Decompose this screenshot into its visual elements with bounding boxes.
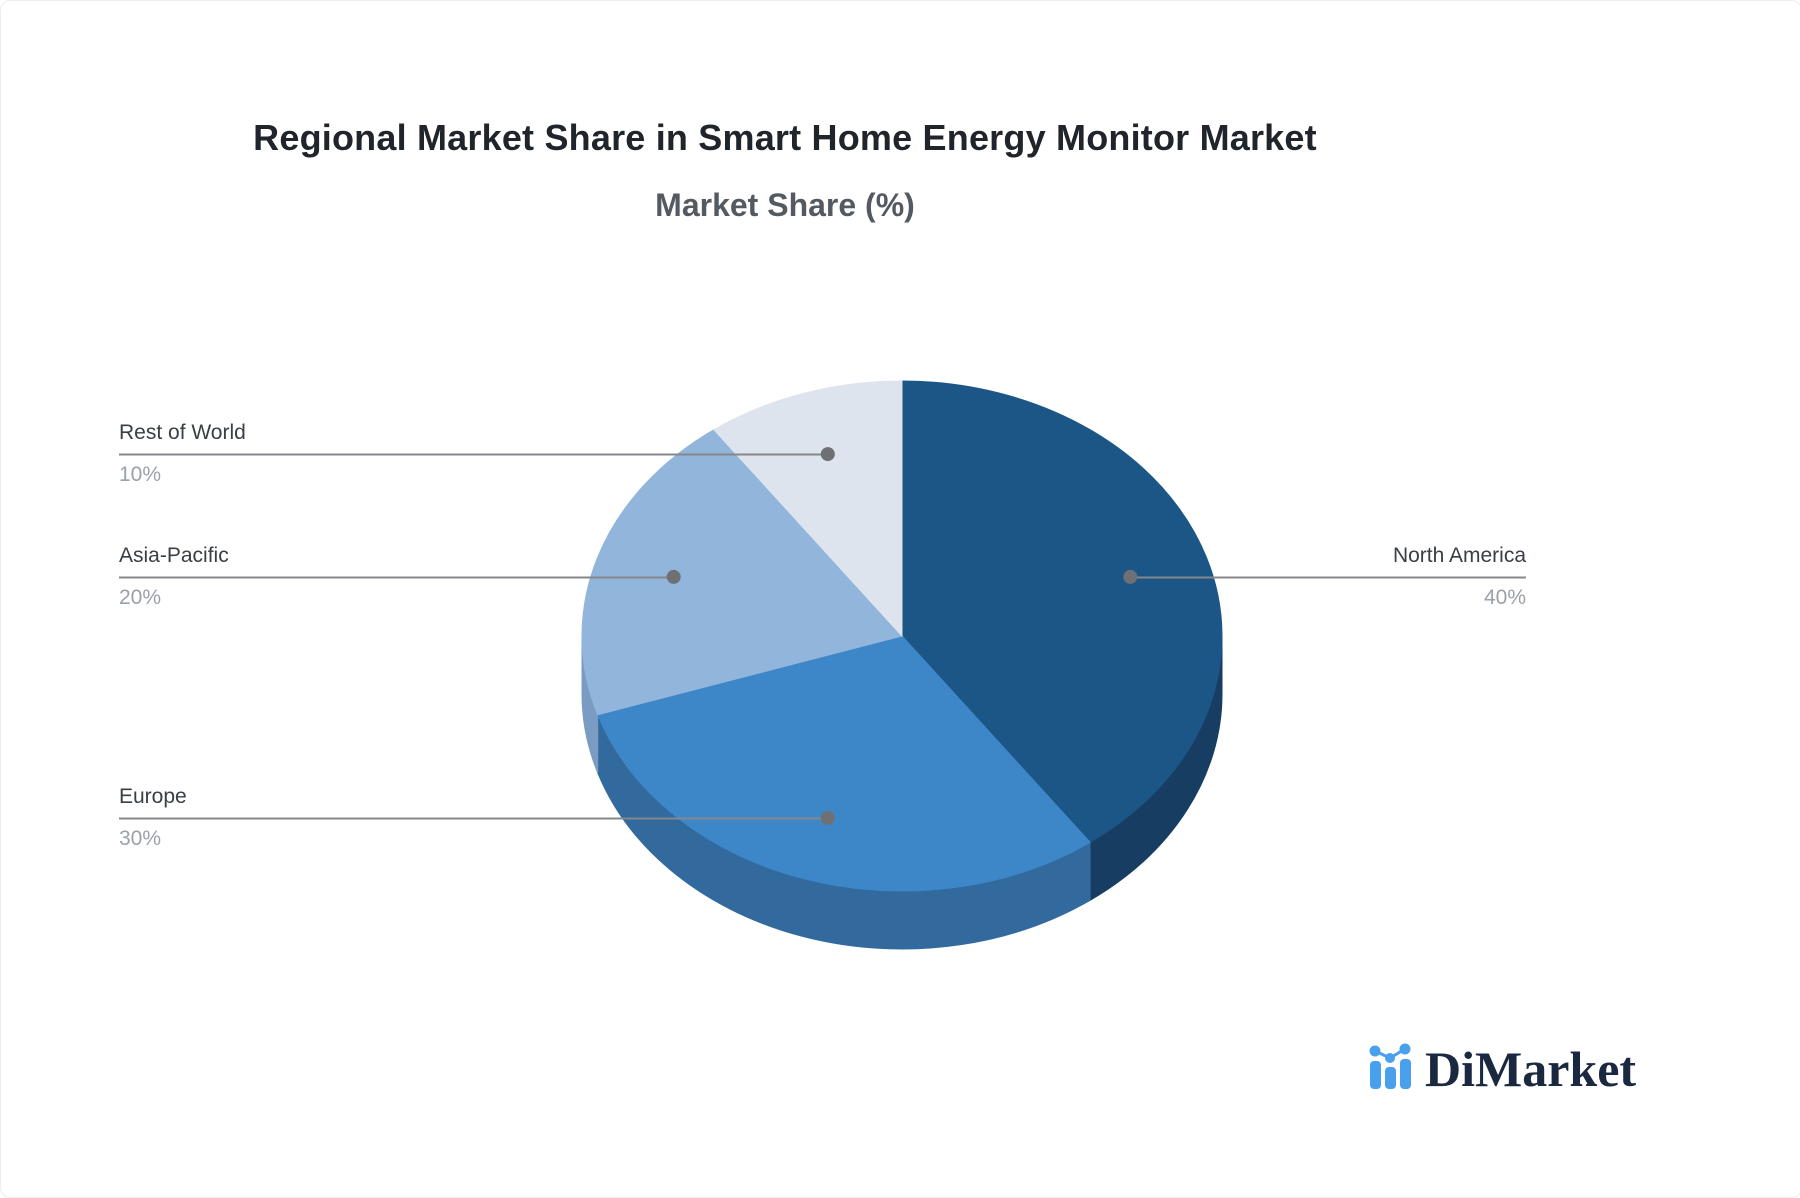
leader-dot-europe <box>820 810 835 825</box>
slice-label: Europe <box>119 785 187 808</box>
slice-value: 20% <box>119 586 162 609</box>
slice-label: Rest of World <box>119 421 246 444</box>
leader-dot-rest-of-world <box>820 447 835 462</box>
slice-label-group-north-america: North America 40% <box>1393 543 1526 610</box>
slice-label-group-asia-pacific: Asia-Pacific 20% <box>119 543 229 610</box>
dimarket-logo: DiMarket <box>1367 1041 1636 1097</box>
slice-value: 40% <box>1483 586 1526 609</box>
dimarket-bar-line-chart-icon <box>1369 1043 1411 1089</box>
pie-slice-rest-of-world[interactable] <box>713 380 903 638</box>
slice-label: Asia-Pacific <box>119 544 229 567</box>
leader-dot-north-america <box>1123 569 1138 584</box>
slice-label: North America <box>1392 544 1526 567</box>
slice-label-group-rest-of-world: Rest of World 10% <box>119 420 246 487</box>
leader-dot-asia-pacific <box>666 569 681 584</box>
slice-value: 10% <box>119 463 162 486</box>
dimarket-logo-text: DiMarket <box>1425 1041 1637 1097</box>
slice-label-group-europe: Europe 30% <box>119 784 187 851</box>
pie-slice-north-america[interactable] <box>901 380 1223 843</box>
chart-title: Regional Market Share in Smart Home Ener… <box>253 117 1317 158</box>
slice-value: 30% <box>119 827 162 850</box>
chart-subtitle: Market Share (%) <box>655 187 915 223</box>
pie-slice-europe[interactable] <box>597 635 1091 892</box>
